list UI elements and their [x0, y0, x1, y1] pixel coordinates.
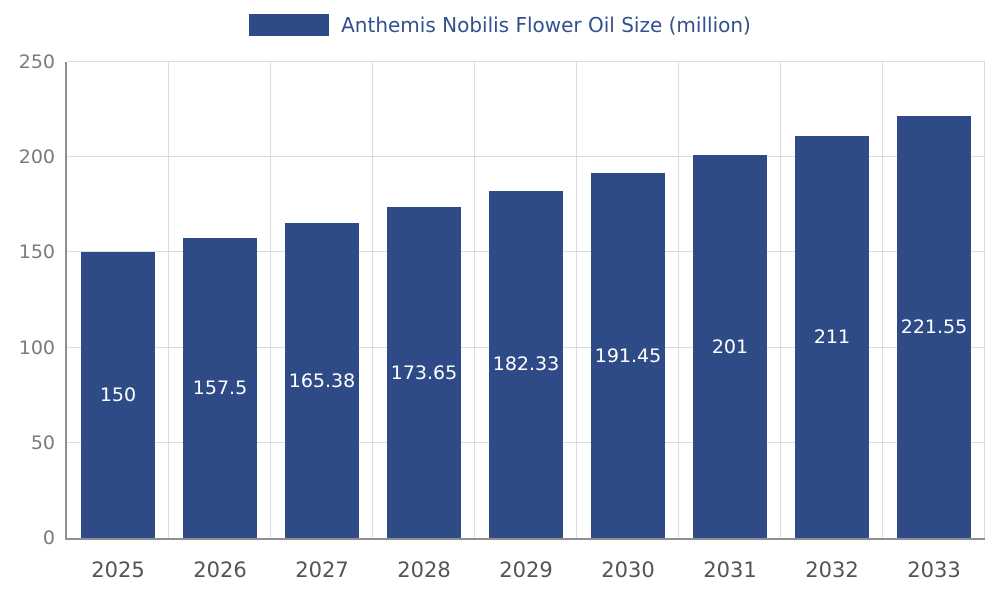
bar-2025[interactable]: 150 [81, 252, 155, 538]
v-gridline [881, 62, 883, 538]
legend-label: Anthemis Nobilis Flower Oil Size (millio… [341, 13, 751, 37]
legend[interactable]: Anthemis Nobilis Flower Oil Size (millio… [0, 14, 1000, 36]
x-tick-label: 2026 [193, 558, 247, 582]
y-tick-label: 250 [18, 51, 55, 73]
v-gridline [984, 62, 985, 538]
bar-value-label: 201 [711, 335, 749, 358]
bar-2026[interactable]: 157.5 [183, 238, 257, 538]
plot-area: 0 50 100 150 200 250 150 2025 157.5 2026 165.38 202… [19, 51, 985, 582]
x-tick-label: 2028 [397, 558, 451, 582]
bar-value-label: 173.65 [390, 361, 458, 384]
bar-2027[interactable]: 165.38 [285, 223, 359, 538]
bar-2033[interactable]: 221.55 [897, 116, 971, 538]
bar-2029[interactable]: 182.33 [489, 190, 563, 538]
y-tick-label: 100 [18, 336, 55, 359]
x-tick-label: 2030 [601, 558, 655, 582]
bar-value-label: 211 [813, 326, 851, 349]
bar-value-label: 157.5 [192, 377, 248, 400]
bar-value-label: 191.45 [594, 344, 662, 367]
bar-value-label: 182.33 [492, 353, 560, 376]
h-gridline [67, 61, 985, 62]
bar-2030[interactable]: 191.45 [591, 173, 665, 538]
bar-value-label: 221.55 [900, 316, 968, 339]
x-tick-label: 2033 [907, 558, 961, 582]
y-tick-label: 200 [18, 146, 55, 169]
v-gridline [576, 62, 577, 538]
x-tick-label: 2027 [295, 558, 349, 582]
v-gridline [167, 62, 169, 538]
bar-2032[interactable]: 211 [795, 136, 869, 538]
y-tick-label: 0 [42, 527, 55, 549]
x-tick-label: 2032 [805, 558, 859, 582]
legend-swatch [249, 14, 330, 36]
x-tick-label: 2025 [91, 558, 145, 582]
v-gridline [780, 62, 781, 538]
v-gridline [677, 62, 679, 538]
x-tick-label: 2029 [499, 558, 553, 582]
bar-value-label: 150 [99, 384, 137, 407]
x-tick-label: 2031 [703, 558, 757, 582]
bar-value-label: 165.38 [288, 369, 356, 392]
y-tick-label: 150 [18, 241, 55, 264]
bar-2028[interactable]: 173.65 [387, 207, 461, 538]
y-tick-label: 50 [30, 431, 55, 454]
v-gridline [269, 62, 271, 538]
v-gridline [371, 62, 373, 538]
v-gridline [473, 62, 475, 538]
bar-2031[interactable]: 201 [693, 155, 767, 538]
